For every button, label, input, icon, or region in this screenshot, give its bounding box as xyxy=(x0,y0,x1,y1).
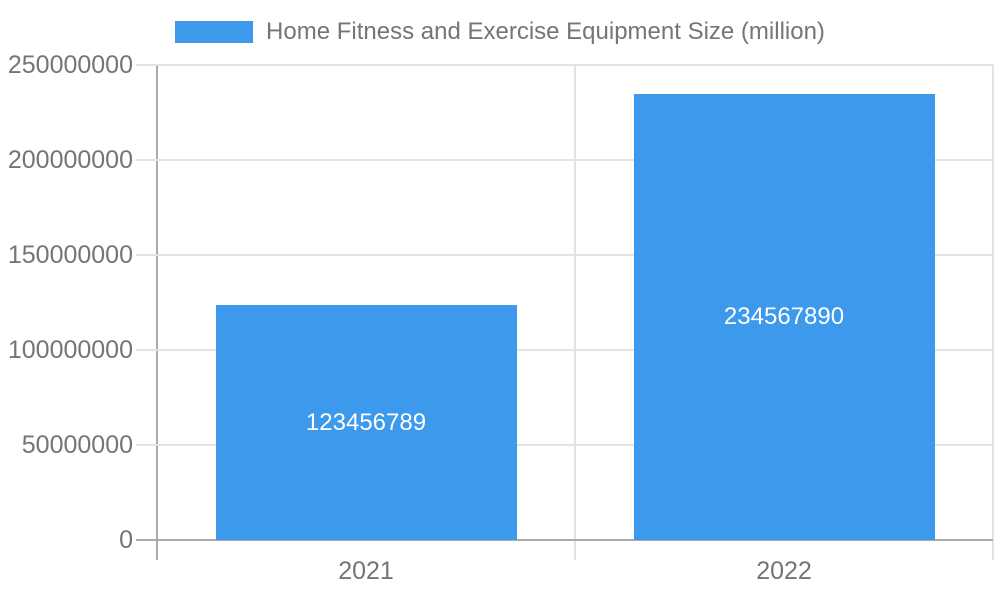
x-tick-label: 2021 xyxy=(338,557,394,585)
x-gridline xyxy=(574,65,576,560)
legend-swatch xyxy=(175,21,254,43)
legend-label: Home Fitness and Exercise Equipment Size… xyxy=(266,18,825,45)
y-tick-label: 150000000 xyxy=(7,241,133,269)
bar-2022[interactable]: 234567890 xyxy=(633,94,935,540)
y-tick-label: 100000000 xyxy=(7,336,133,364)
x-gridline xyxy=(992,65,994,560)
y-gridline xyxy=(136,64,993,66)
x-axis-zero-line xyxy=(136,539,993,541)
y-tick-label: 250000000 xyxy=(7,51,133,79)
y-gridline xyxy=(136,349,993,351)
legend-item[interactable]: Home Fitness and Exercise Equipment Size… xyxy=(175,18,825,46)
bar-value-label: 123456789 xyxy=(305,408,427,436)
x-tick-label: 2022 xyxy=(756,557,812,585)
legend: Home Fitness and Exercise Equipment Size… xyxy=(0,18,1000,46)
y-gridline xyxy=(136,159,993,161)
y-axis-zero-line xyxy=(156,65,158,560)
y-tick-label: 200000000 xyxy=(7,146,133,174)
bar-2021[interactable]: 123456789 xyxy=(215,305,517,540)
y-gridline xyxy=(136,254,993,256)
y-tick-label: 50000000 xyxy=(21,431,133,459)
bar-value-label: 234567890 xyxy=(723,303,845,331)
y-tick-label: 0 xyxy=(119,526,133,554)
y-gridline xyxy=(136,444,993,446)
